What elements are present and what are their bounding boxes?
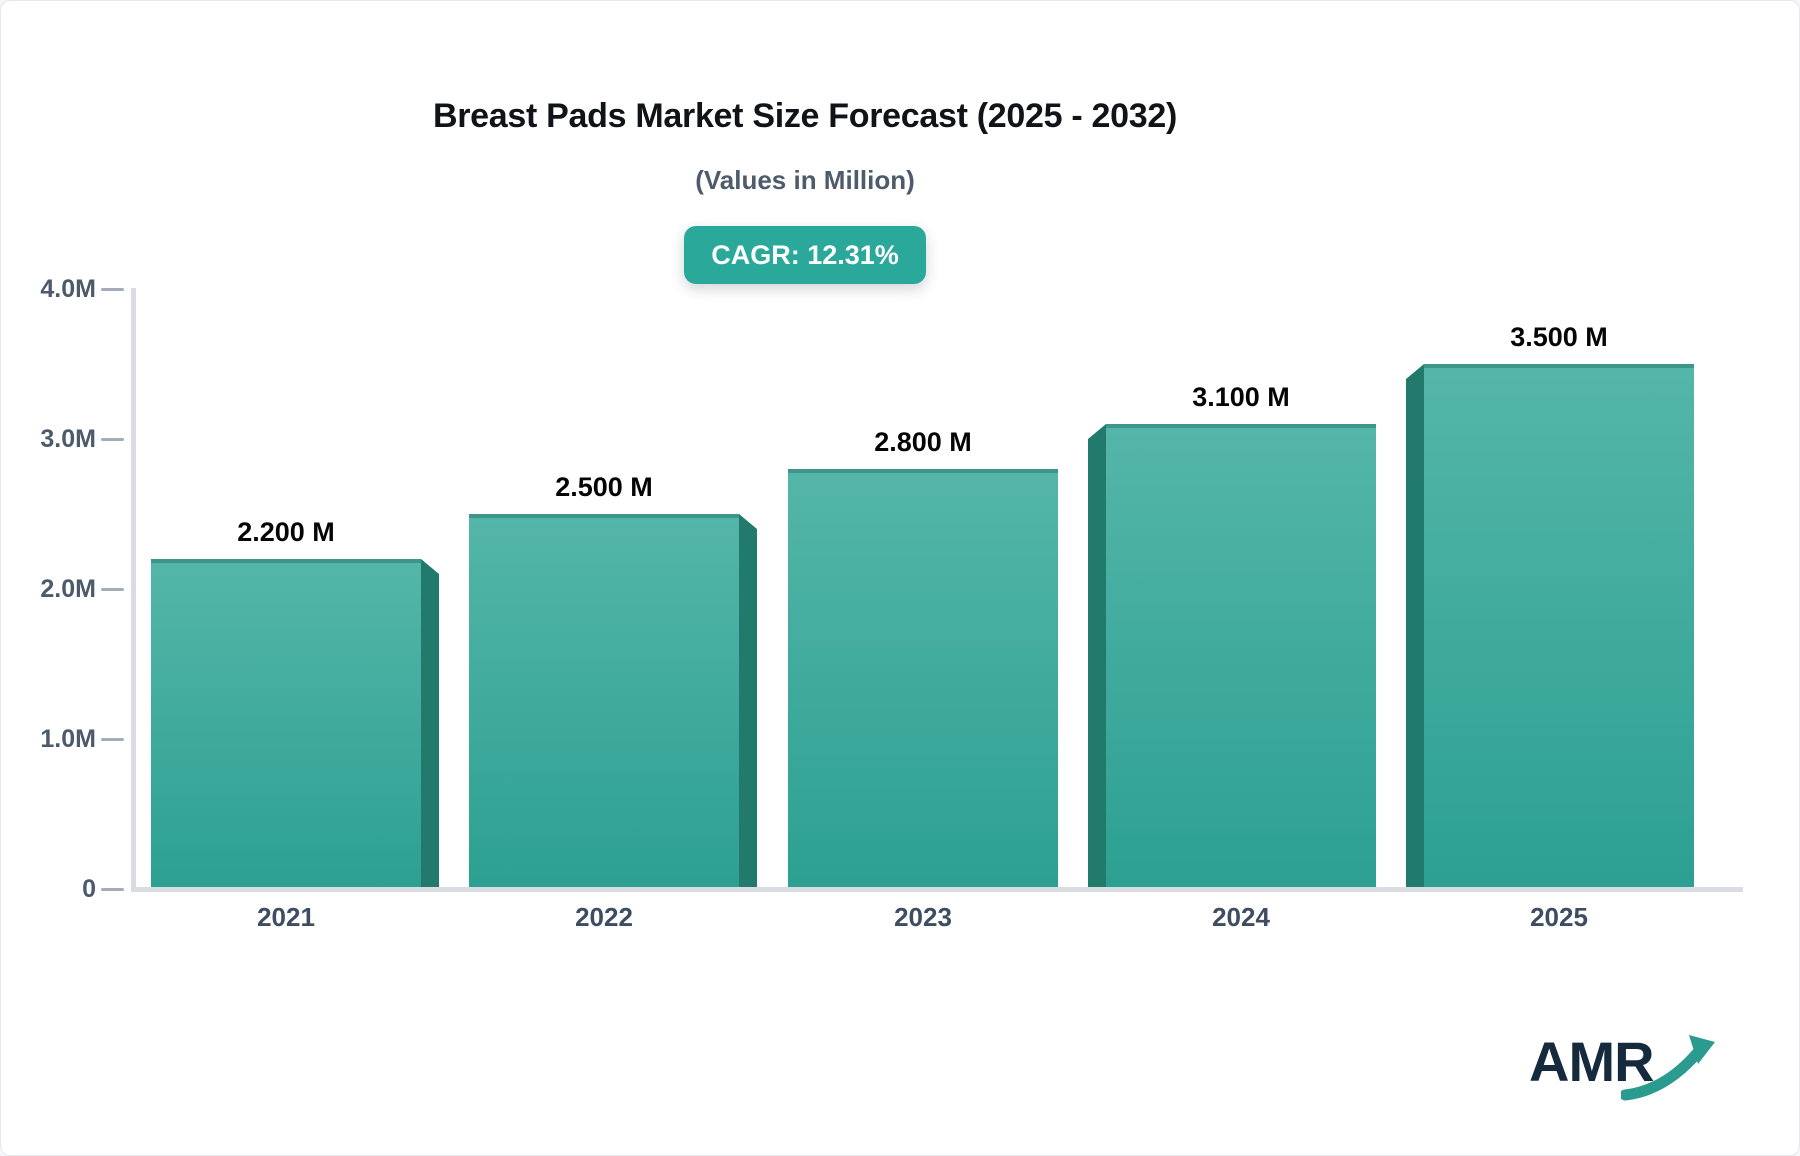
bar-3d-top (151, 559, 421, 563)
x-axis-line (131, 887, 1743, 892)
bar-3d-top (1424, 364, 1694, 368)
y-axis-tick-mark (101, 588, 124, 591)
bar-3d-top (788, 469, 1058, 473)
y-axis-tick-mark (101, 438, 124, 441)
x-axis-label: 2023 (894, 902, 952, 932)
x-axis-label: 2022 (575, 902, 633, 932)
y-axis-tick-label: 4.0M (40, 275, 96, 303)
bar-value-label: 2.800 M (874, 427, 972, 457)
x-axis-label: 2025 (1530, 902, 1588, 932)
bar-value-label: 2.200 M (237, 517, 335, 547)
bar-2024 (1106, 424, 1376, 889)
y-axis-tick-mark (101, 738, 124, 741)
bar-3d-side (1406, 364, 1424, 889)
bar-2023 (788, 469, 1058, 889)
chart-title: Breast Pads Market Size Forecast (2025 -… (432, 97, 1178, 135)
bar-value-label: 2.500 M (555, 472, 653, 502)
y-axis-tick-label: 2.0M (40, 575, 96, 603)
bar-value-label: 3.100 M (1192, 382, 1290, 412)
bar-3d-top (469, 514, 739, 518)
bar-2021 (151, 559, 421, 889)
bar-3d-side (739, 514, 757, 889)
bar-value-label: 3.500 M (1510, 322, 1608, 352)
y-axis-tick-mark (101, 288, 124, 291)
y-axis-tick-label: 0 (82, 875, 96, 903)
bar-2022 (469, 514, 739, 889)
x-axis-label: 2021 (257, 902, 315, 932)
cagr-badge: CAGR: 12.31% (684, 226, 926, 284)
cagr-label: CAGR: 12.31% (711, 239, 899, 270)
bar-3d-side (421, 559, 439, 889)
y-axis-tick-label: 3.0M (40, 425, 96, 453)
y-axis-line (131, 288, 136, 892)
bar-2025 (1424, 364, 1694, 889)
bar-3d-side (1088, 424, 1106, 889)
amr-logo-text: AMR (1529, 1030, 1655, 1093)
x-axis-label: 2024 (1212, 902, 1270, 932)
chart-subtitle: (Values in Million) (695, 165, 915, 195)
y-axis-tick-mark (101, 888, 124, 891)
y-axis-tick-label: 1.0M (40, 725, 96, 753)
amr-logo: AMR (1529, 1029, 1729, 1119)
growth-arrow-icon (1621, 1035, 1715, 1101)
bar-3d-top (1106, 424, 1376, 428)
